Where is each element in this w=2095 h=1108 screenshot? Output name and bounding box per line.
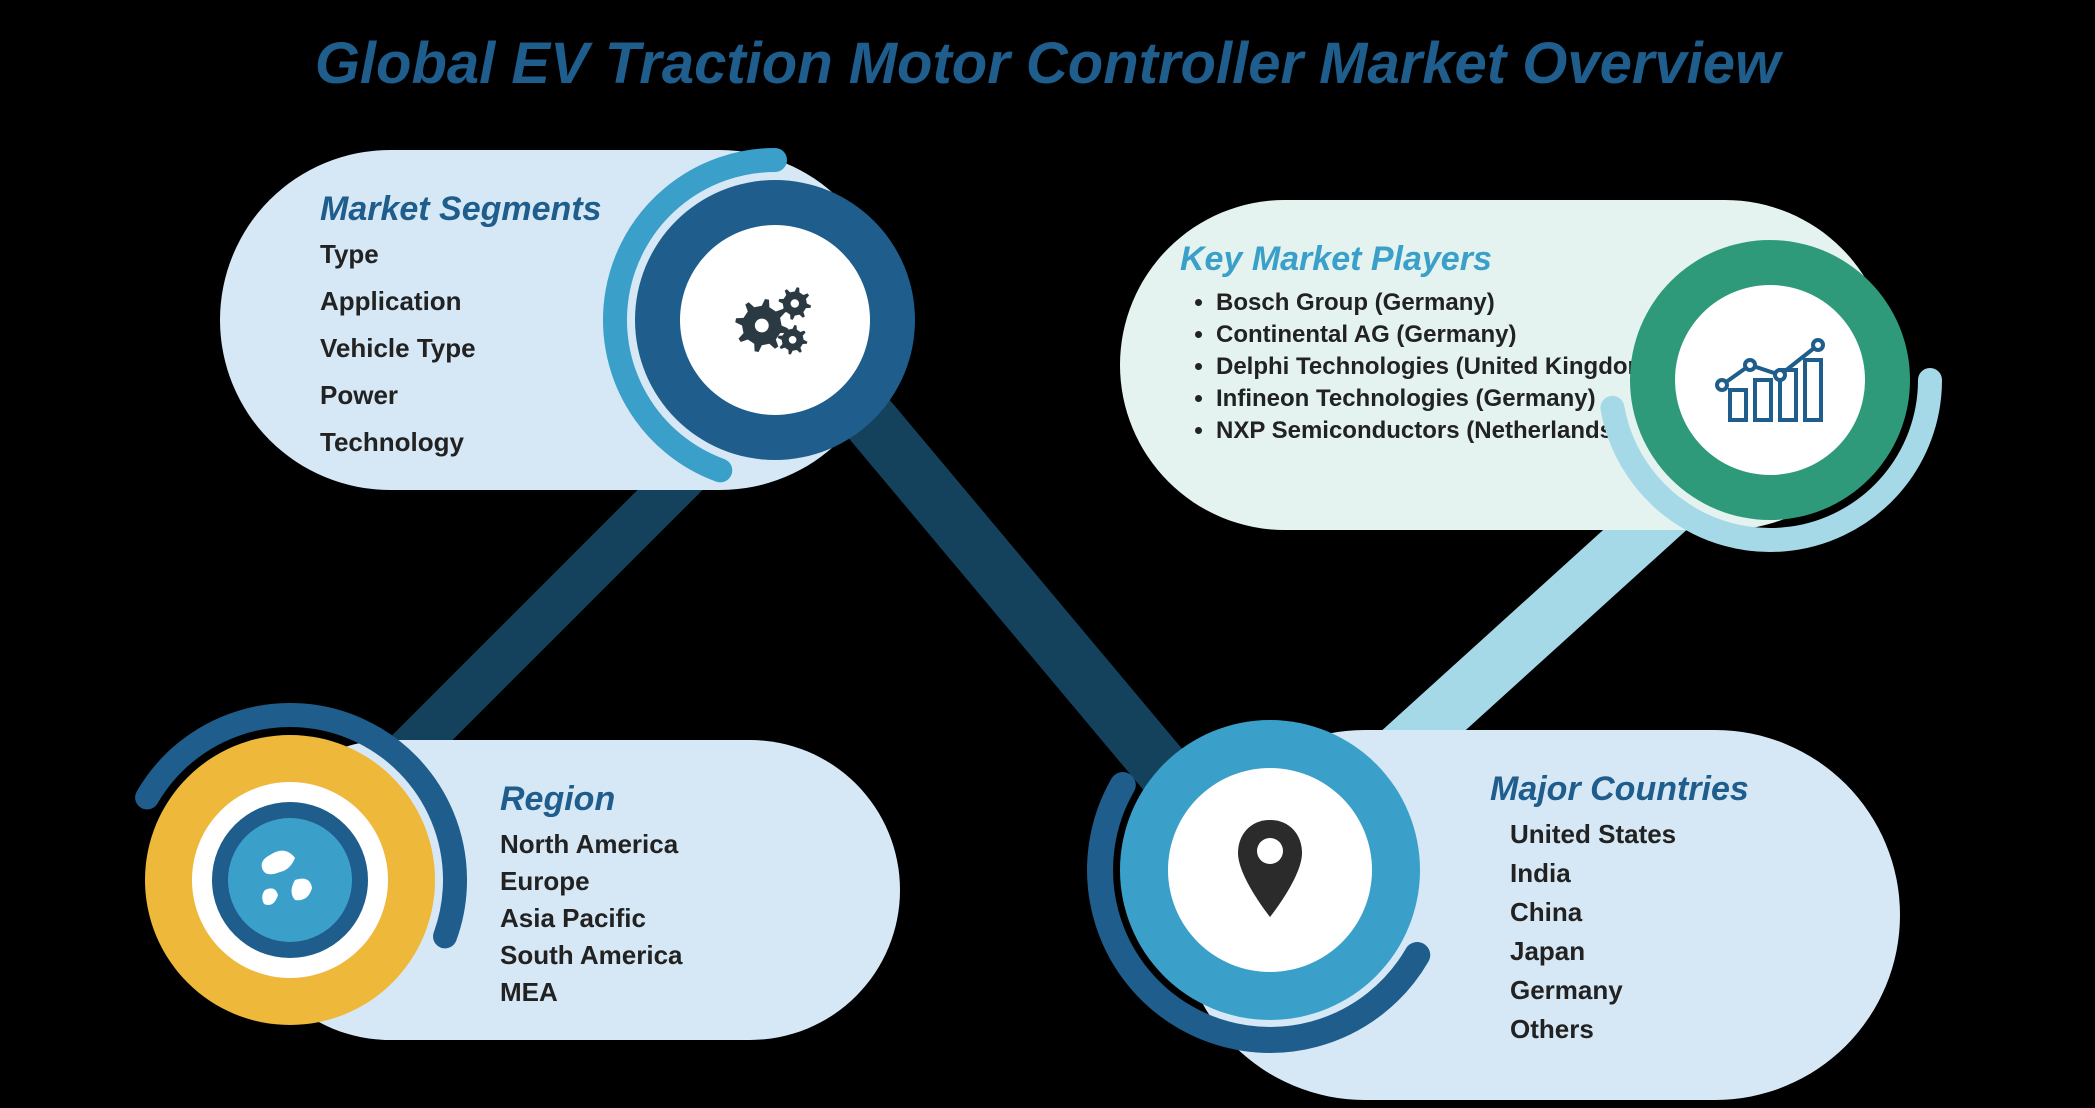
map-pin-icon	[1120, 720, 1420, 1020]
list-item: Bosch Group (Germany)	[1216, 289, 1670, 317]
list-item: United States	[1510, 819, 1840, 850]
heading-key-market-players: Key Market Players	[1180, 240, 1670, 279]
list-item: Delphi Technologies (United Kingdom)	[1216, 353, 1670, 381]
list-item: NXP Semiconductors (Netherlands)	[1216, 417, 1670, 445]
globe-icon-svg	[240, 830, 340, 930]
list-key-market-players: Bosch Group (Germany) Continental AG (Ger…	[1180, 289, 1670, 445]
list-item: China	[1510, 897, 1840, 928]
list-item: South America	[500, 940, 840, 971]
list-item: Japan	[1510, 936, 1840, 967]
list-item: India	[1510, 858, 1840, 889]
list-item: MEA	[500, 977, 840, 1008]
list-item: Asia Pacific	[500, 903, 840, 934]
list-item: Europe	[500, 866, 840, 897]
globe-icon	[145, 735, 435, 1025]
chart-up-icon	[1630, 240, 1910, 520]
page-title: Global EV Traction Motor Controller Mark…	[0, 30, 2095, 97]
list-item: Germany	[1510, 975, 1840, 1006]
map-pin-icon-svg	[1230, 815, 1310, 925]
list-item: North America	[500, 829, 840, 860]
list-item: Infineon Technologies (Germany)	[1216, 385, 1670, 413]
list-item: Others	[1510, 1014, 1840, 1045]
gears-icon-svg	[720, 265, 830, 375]
list-item: Continental AG (Germany)	[1216, 321, 1670, 349]
chart-up-icon-svg	[1710, 330, 1830, 430]
gears-icon	[635, 180, 915, 460]
infographic-stage: Global EV Traction Motor Controller Mark…	[0, 0, 2095, 1108]
